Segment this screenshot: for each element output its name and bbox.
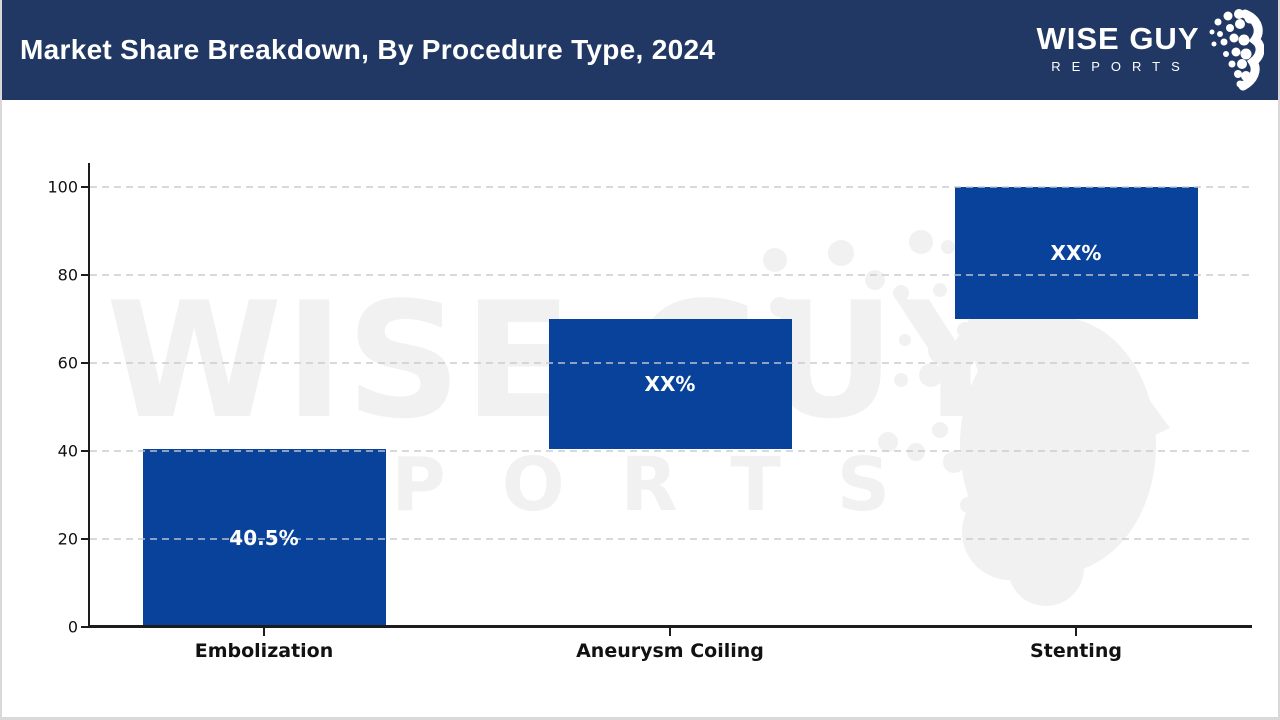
wiseguy-head-icon xyxy=(1209,9,1264,91)
chart-area: WISE GUY REPORTS 0 20 40 60 80 100 40.5% Emboli… xyxy=(0,100,1280,720)
gridline-20 xyxy=(90,538,1252,540)
header-bar: Market Share Breakdown, By Procedure Typ… xyxy=(0,0,1280,100)
y-tick-label-20: 20 xyxy=(57,529,78,549)
x-tick-mark-embolization xyxy=(263,628,265,636)
y-tick-label-80: 80 xyxy=(57,265,78,285)
gridline-80 xyxy=(90,274,1252,276)
bar-aneurysm-coiling xyxy=(548,319,792,449)
watermark-head-icon xyxy=(763,230,1170,606)
gridline-40 xyxy=(90,450,1252,452)
bar-value-label-stenting: XX% xyxy=(1050,241,1102,265)
y-tick-mark-60 xyxy=(81,362,90,364)
y-tick-label-100: 100 xyxy=(47,177,78,197)
category-label-embolization: Embolization xyxy=(194,640,334,662)
category-label-aneurysm-coiling: Aneurysm Coiling xyxy=(576,640,764,662)
bar-stenting xyxy=(954,187,1198,319)
x-tick-mark-aneurysm-coiling xyxy=(669,628,671,636)
y-tick-mark-0 xyxy=(81,626,90,628)
bar-embolization xyxy=(142,448,386,627)
y-tick-label-60: 60 xyxy=(57,353,78,373)
logo-brand-text: WISE GUY xyxy=(1036,21,1200,56)
y-tick-mark-20 xyxy=(81,538,90,540)
bar-value-label-embolization: 40.5% xyxy=(229,525,299,550)
gridline-60 xyxy=(90,362,1252,364)
x-tick-mark-stenting xyxy=(1075,628,1077,636)
y-tick-mark-100 xyxy=(81,186,90,188)
y-tick-label-40: 40 xyxy=(57,441,78,461)
bar-value-label-aneurysm-coiling: XX% xyxy=(644,371,696,396)
gridline-100 xyxy=(90,186,1252,188)
y-tick-mark-40 xyxy=(81,450,90,452)
y-tick-label-0: 0 xyxy=(67,617,78,637)
x-axis-line xyxy=(88,625,1252,628)
y-tick-mark-80 xyxy=(81,274,90,276)
page-title: Market Share Breakdown, By Procedure Typ… xyxy=(20,34,716,65)
category-label-stenting: Stenting xyxy=(1030,640,1122,662)
logo-wordmark: WISE GUY REPORTS xyxy=(1029,21,1207,75)
logo-reports-text: REPORTS xyxy=(1051,59,1191,74)
wiseguy-logo: WISE GUY REPORTS xyxy=(1029,0,1264,100)
y-axis-line xyxy=(88,163,90,627)
